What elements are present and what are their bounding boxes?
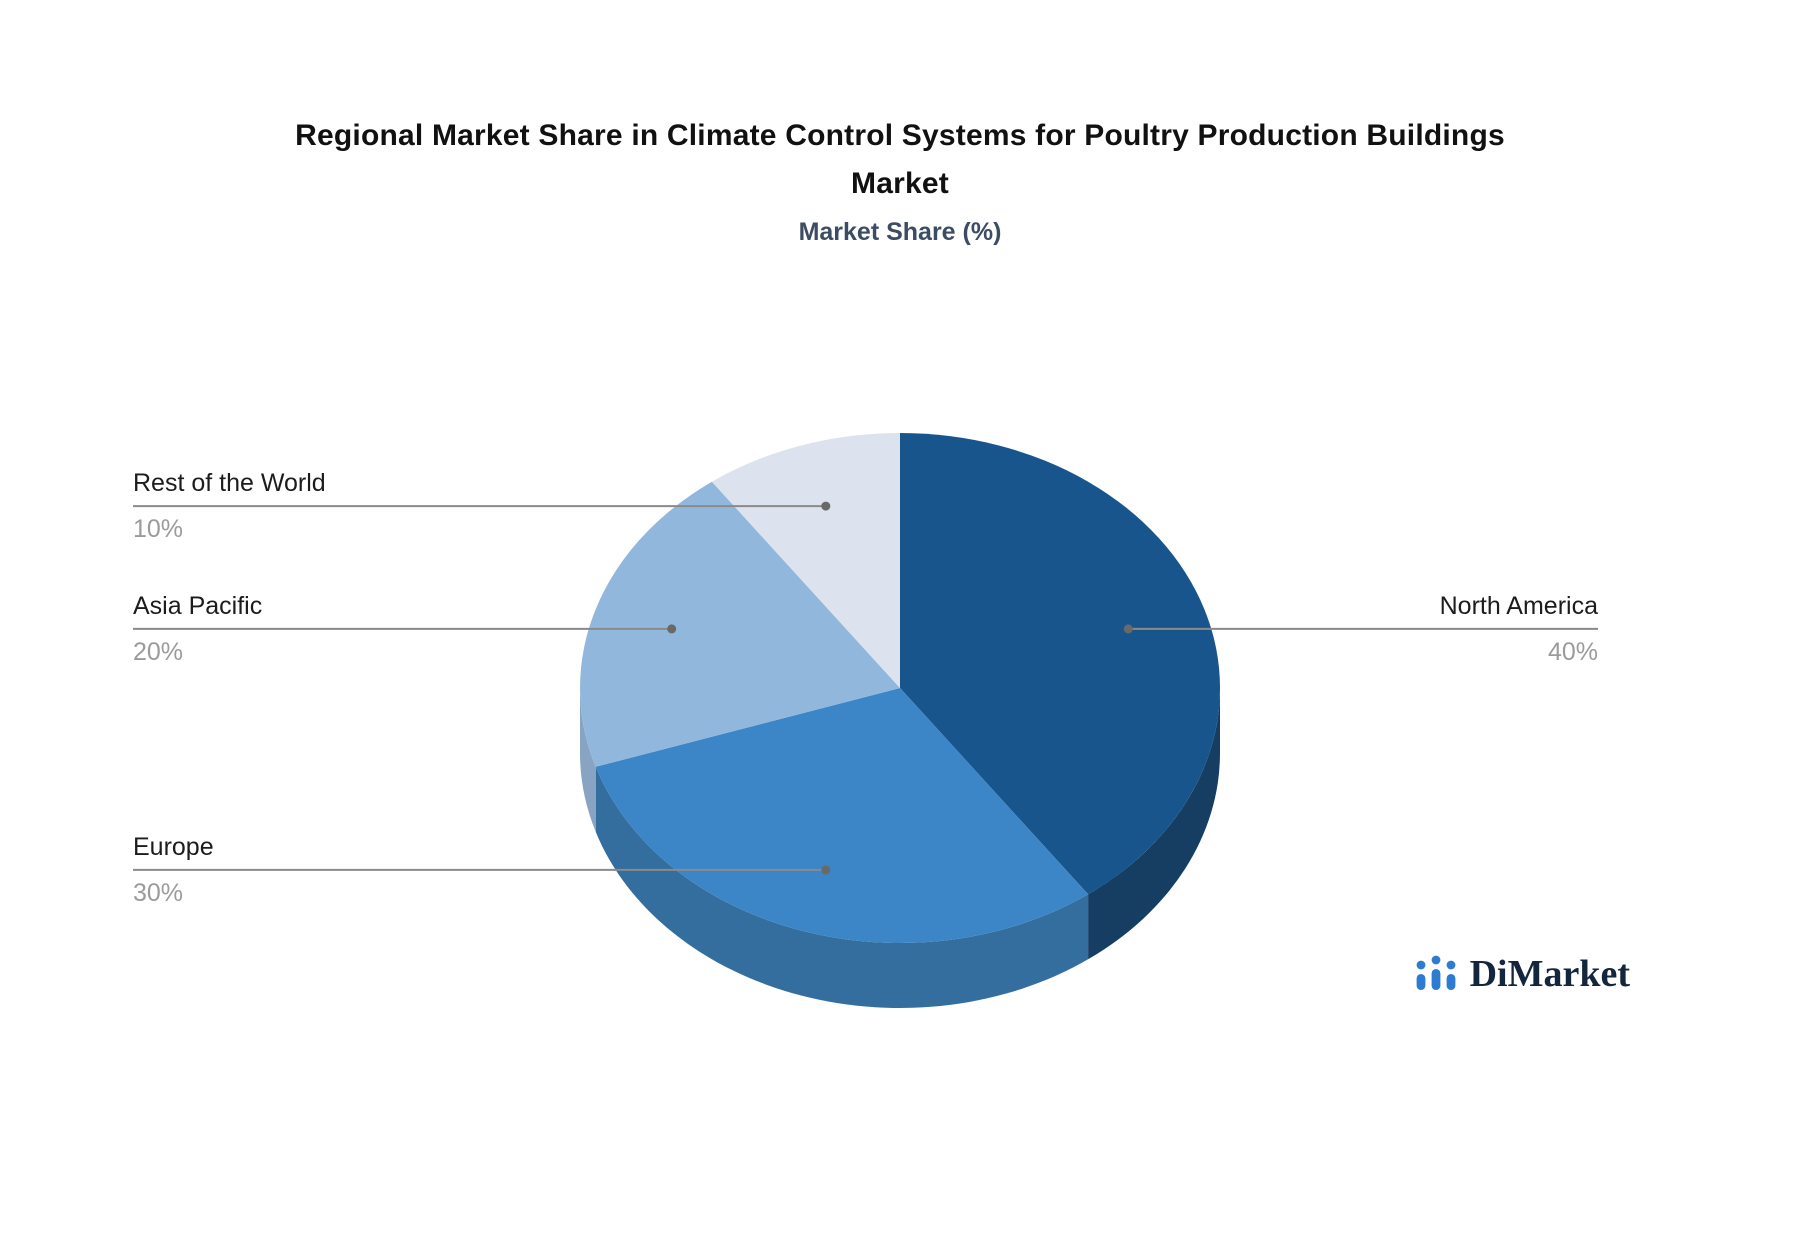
slice-value-north-america: 40% — [1547, 637, 1598, 666]
leader-dot-north-america — [1123, 624, 1133, 634]
leader-dot-europe — [821, 865, 831, 875]
dimarket-logo: DiMarket — [1414, 952, 1630, 996]
slice-label-asia-pacific: Asia Pacific — [133, 591, 263, 620]
slice-label-rest-of-the-world: Rest of the World — [133, 469, 326, 498]
slice-label-europe: Europe — [133, 832, 214, 861]
pie-slice-asia-pacific[interactable] — [580, 481, 900, 767]
pie-slice-side-north-america — [1088, 688, 1220, 960]
leader-dot-rest-of-the-world — [821, 501, 831, 511]
leader-dot-asia-pacific — [667, 624, 677, 634]
slice-value-rest-of-the-world: 10% — [133, 515, 184, 544]
chart-title-line2: Market — [851, 167, 949, 200]
pie-slice-north-america[interactable] — [900, 433, 1221, 895]
pie-slice-europe[interactable] — [595, 688, 1089, 943]
bar-chart-logo-icon — [1416, 955, 1456, 990]
slice-value-europe: 30% — [133, 878, 184, 907]
slice-label-north-america: North America — [1439, 591, 1598, 620]
chart-subtitle: Market Share (%) — [798, 218, 1002, 246]
dimarket-logo-text: DiMarket — [1469, 953, 1630, 995]
pie-slice-rest-of-the-world[interactable] — [711, 433, 900, 688]
chart-title: Regional Market Share in Climate Control… — [0, 112, 1800, 208]
pie-slice-side-europe — [595, 766, 1089, 1008]
slice-value-asia-pacific: 20% — [133, 637, 184, 666]
pie-slice-side-asia-pacific — [580, 688, 596, 832]
chart-title-line1: Regional Market Share in Climate Control… — [295, 119, 1505, 152]
